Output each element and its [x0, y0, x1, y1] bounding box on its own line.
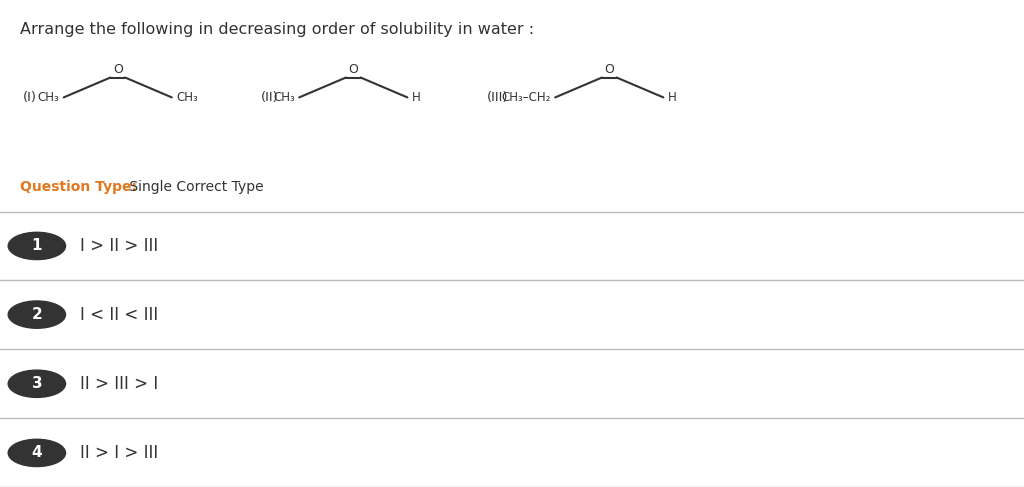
Circle shape [8, 232, 66, 260]
Text: (III): (III) [486, 91, 508, 104]
Text: II > I > III: II > I > III [80, 444, 158, 462]
Text: 3: 3 [32, 376, 42, 391]
Text: (II): (II) [261, 91, 279, 104]
Text: Single Correct Type: Single Correct Type [125, 181, 263, 194]
Text: H: H [668, 91, 676, 104]
Text: 2: 2 [32, 307, 42, 322]
Text: I < II < III: I < II < III [80, 306, 158, 323]
Text: CH₃–CH₂: CH₃–CH₂ [502, 91, 551, 104]
Text: CH₃: CH₃ [273, 91, 295, 104]
Text: H: H [412, 91, 420, 104]
Text: (I): (I) [23, 91, 37, 104]
Text: I > II > III: I > II > III [80, 237, 158, 255]
Text: O: O [113, 63, 123, 76]
Text: 4: 4 [32, 446, 42, 460]
Text: O: O [604, 63, 614, 76]
Circle shape [8, 301, 66, 328]
Text: Question Type:: Question Type: [20, 181, 137, 194]
Circle shape [8, 370, 66, 397]
Text: O: O [348, 63, 358, 76]
Circle shape [8, 439, 66, 467]
Text: CH₃: CH₃ [38, 91, 59, 104]
Text: CH₃: CH₃ [176, 91, 198, 104]
Text: 1: 1 [32, 239, 42, 253]
Text: II > III > I: II > III > I [80, 375, 158, 393]
Text: Arrange the following in decreasing order of solubility in water :: Arrange the following in decreasing orde… [20, 22, 535, 37]
